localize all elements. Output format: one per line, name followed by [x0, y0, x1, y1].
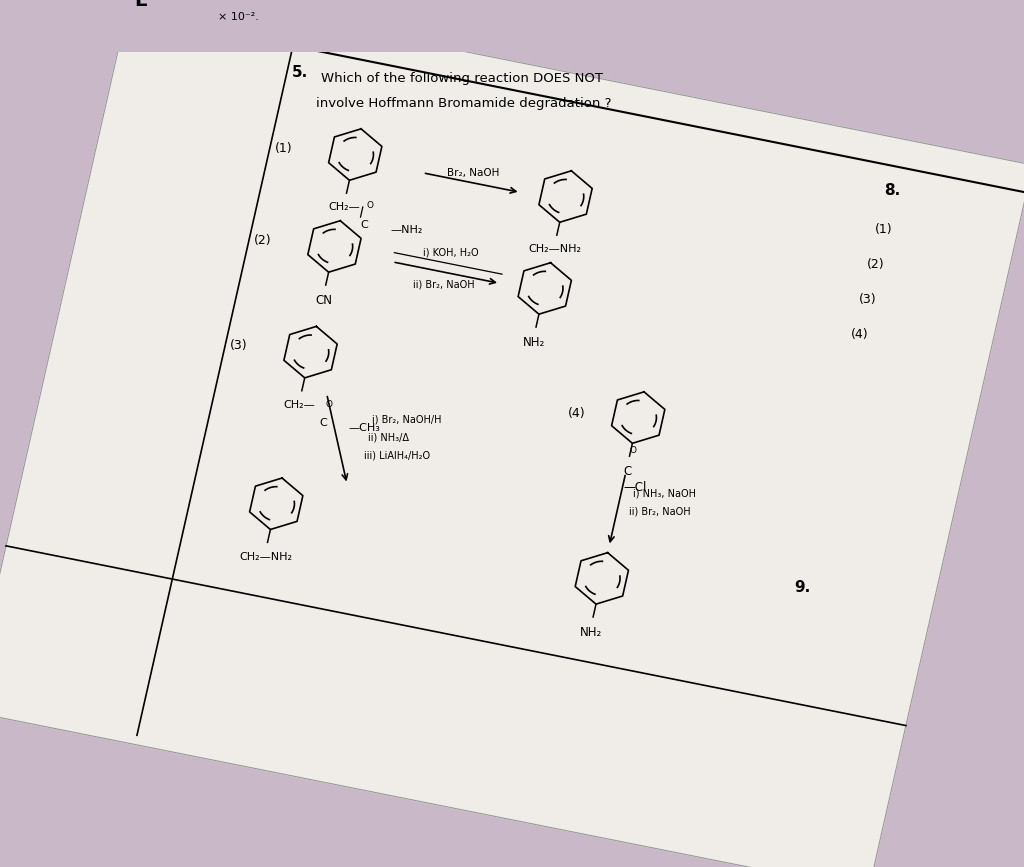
Text: Br₂, NaOH: Br₂, NaOH [447, 168, 500, 179]
Text: CH₂—: CH₂— [329, 202, 360, 212]
Text: CH₂—NH₂: CH₂—NH₂ [239, 551, 292, 562]
Text: CH₂—: CH₂— [284, 400, 315, 410]
Text: × 10⁻².: × 10⁻². [218, 11, 259, 22]
Text: (4): (4) [567, 407, 586, 420]
Text: (1): (1) [274, 141, 293, 154]
Text: E: E [134, 0, 147, 10]
Text: (4): (4) [851, 328, 869, 341]
Text: —CH₃: —CH₃ [348, 423, 381, 434]
Text: (3): (3) [230, 339, 248, 352]
Text: Which of the following reaction DOES NOT: Which of the following reaction DOES NOT [322, 72, 603, 85]
Text: i) KOH, H₂O: i) KOH, H₂O [423, 247, 478, 257]
Text: O: O [326, 400, 333, 409]
Text: CH₂—NH₂: CH₂—NH₂ [528, 244, 582, 254]
Text: ii) Br₂, NaOH: ii) Br₂, NaOH [413, 279, 474, 290]
Text: involve Hoffmann Bromamide degradation ?: involve Hoffmann Bromamide degradation ? [315, 97, 611, 110]
Text: O: O [367, 200, 374, 210]
Text: iii) LiAlH₄/H₂O: iii) LiAlH₄/H₂O [364, 451, 430, 461]
Text: 5.: 5. [292, 65, 308, 81]
Text: —Cl: —Cl [624, 481, 647, 494]
Text: C: C [360, 219, 368, 230]
Text: 8.: 8. [884, 184, 900, 199]
Text: C: C [624, 466, 632, 479]
Text: (2): (2) [254, 233, 271, 246]
Text: —NH₂: —NH₂ [390, 225, 423, 235]
Text: NH₂: NH₂ [580, 626, 602, 639]
Text: NH₂: NH₂ [523, 336, 545, 349]
Text: (3): (3) [859, 293, 877, 306]
Text: ii) Br₂, NaOH: ii) Br₂, NaOH [629, 507, 691, 517]
Text: 9.: 9. [794, 580, 810, 596]
Text: (2): (2) [867, 258, 885, 271]
Text: ii) NH₃/Δ: ii) NH₃/Δ [368, 433, 409, 442]
Text: C: C [319, 418, 327, 428]
Text: O: O [630, 447, 637, 455]
Text: i) Br₂, NaOH/H: i) Br₂, NaOH/H [372, 414, 441, 424]
Text: i) NH₃, NaOH: i) NH₃, NaOH [633, 488, 696, 499]
Text: (1): (1) [876, 223, 893, 236]
Text: CN: CN [315, 294, 332, 307]
